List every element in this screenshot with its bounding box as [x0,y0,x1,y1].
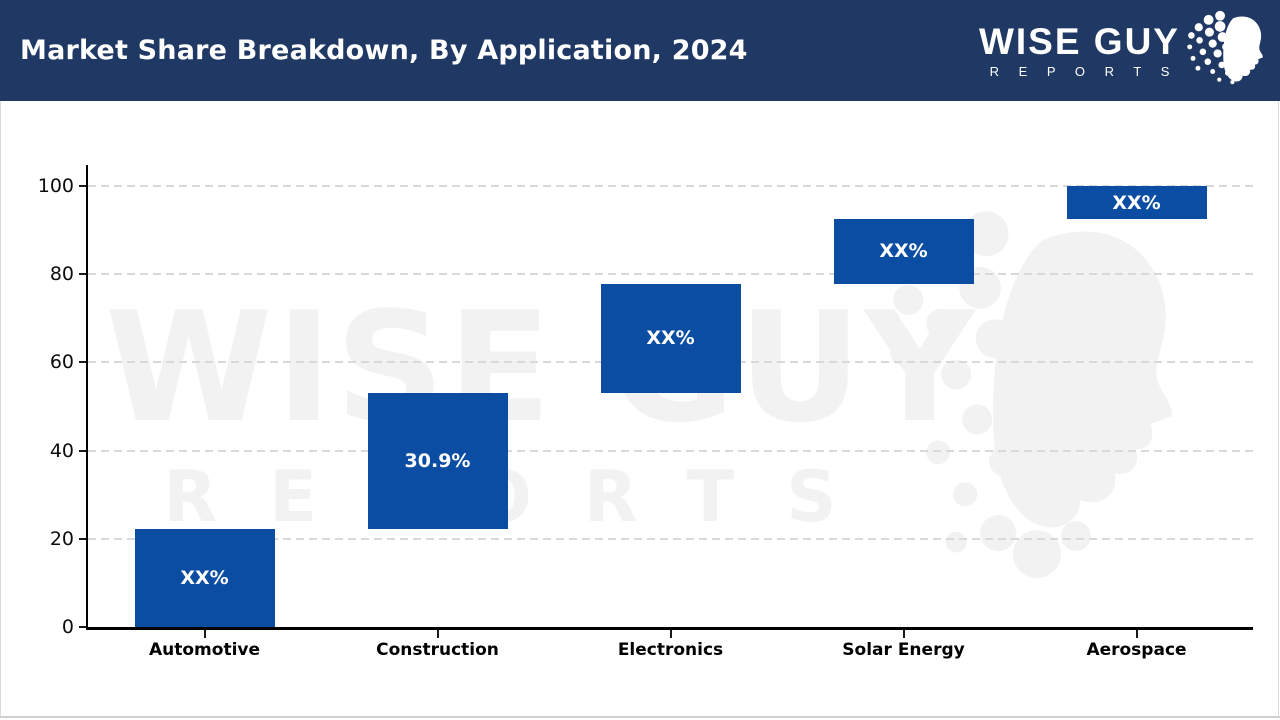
chart-title: Market Share Breakdown, By Application, … [20,35,748,66]
wiseguy-face-icon [1187,10,1263,84]
gridline-40 [88,449,1253,452]
bar-label-aerospace: XX% [1112,191,1161,214]
x-axis-spine [86,627,1253,630]
logo-wordmark-block: WISE GUY R E P O R T S [979,23,1180,79]
wiseguy-logo: WISE GUY R E P O R T S [979,9,1266,93]
header-banner: Market Share Breakdown, By Application, … [0,0,1280,101]
y-tick-label-60: 60 [49,351,74,374]
x-axis-label-solar-energy: Solar Energy [842,640,965,660]
gridline-20 [88,537,1253,540]
y-tick-0 [79,626,87,628]
x-axis-label-aerospace: Aerospace [1086,640,1187,660]
y-tick-80 [79,273,87,276]
bar-aerospace: XX% [1066,186,1207,220]
y-tick-20 [79,537,87,540]
y-tick-label-0: 0 [61,616,74,638]
y-tick-label-40: 40 [49,439,74,462]
logo-subtext: R E P O R T S [989,63,1178,79]
bar-label-electronics: XX% [646,327,695,350]
bar-label-construction: 30.9% [404,449,471,472]
gridline-100 [88,185,1253,187]
y-tick-40 [79,449,87,452]
right-edge-divider [1278,101,1279,717]
bottom-edge-divider [0,716,1280,718]
bar-electronics: XX% [600,283,741,393]
x-tick-automotive [203,630,206,638]
bar-label-automotive: XX% [180,567,229,590]
y-tick-label-100: 100 [37,175,74,197]
bar-automotive: XX% [134,529,275,627]
y-axis-spine [86,165,88,630]
bar-solar-energy: XX% [833,219,974,284]
x-tick-electronics [669,630,672,638]
x-axis-label-construction: Construction [376,640,499,660]
x-tick-aerospace [1135,630,1138,638]
y-tick-60 [79,361,87,364]
left-edge-divider [0,101,1,717]
y-tick-100 [79,185,87,187]
y-tick-label-20: 20 [49,527,74,550]
logo-wordmark: WISE GUY [978,20,1180,62]
bar-label-solar-energy: XX% [879,240,928,263]
x-tick-solar-energy [902,630,905,638]
bar-construction: 30.9% [367,392,508,530]
gridline-80 [88,273,1253,276]
x-axis-label-electronics: Electronics [617,640,724,660]
x-tick-construction [436,630,439,638]
y-tick-label-80: 80 [49,263,74,286]
x-axis-label-automotive: Automotive [148,640,261,660]
